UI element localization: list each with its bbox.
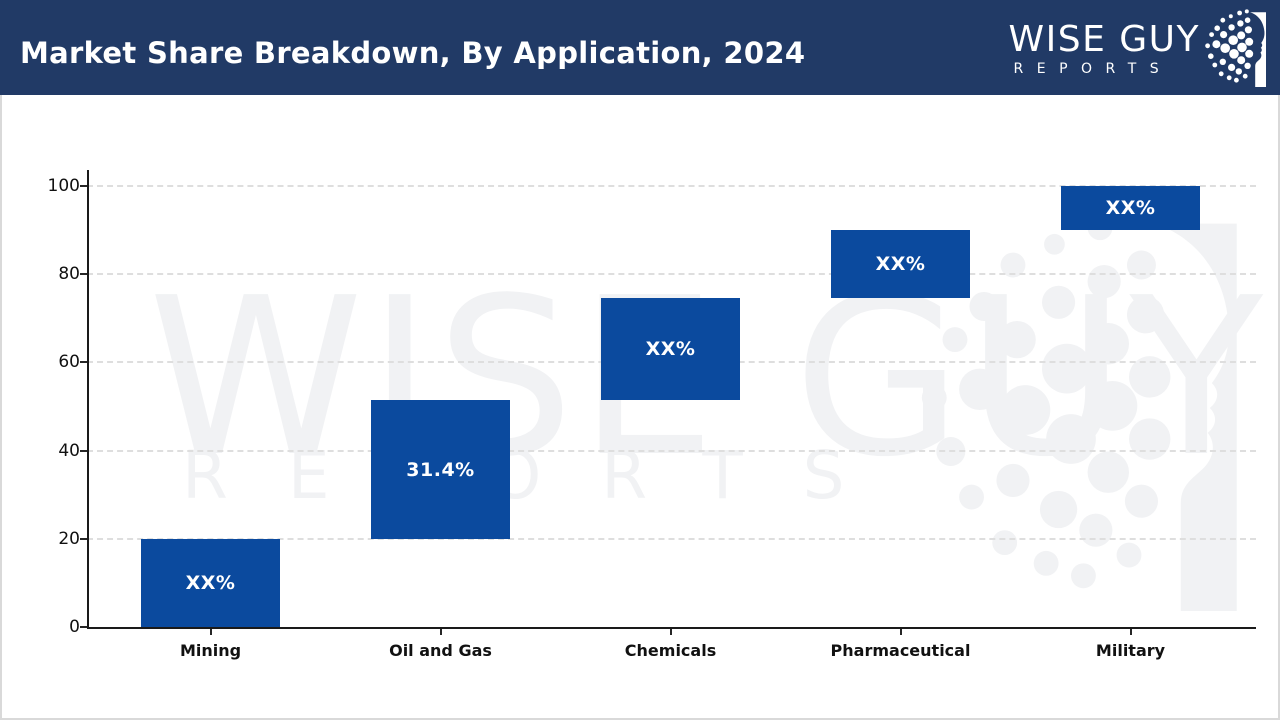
xtick-mark-chemicals xyxy=(669,629,672,635)
logo-face-icon xyxy=(1202,8,1266,88)
xtick-mark-oil-and-gas xyxy=(439,629,442,635)
bar-value-label-pharmaceutical: XX% xyxy=(875,253,926,276)
ytick-label-20: 20 xyxy=(58,528,80,549)
ytick-mark-0 xyxy=(80,626,87,628)
ytick-mark-60 xyxy=(80,361,87,364)
ytick-label-60: 60 xyxy=(58,352,80,373)
bar-military: XX% xyxy=(1061,186,1200,231)
ytick-mark-20 xyxy=(80,537,87,540)
gridline-100 xyxy=(87,185,1256,187)
xtick-mark-mining xyxy=(209,629,212,635)
bar-value-label-military: XX% xyxy=(1105,197,1156,220)
logo-secondary-text: REPORTS xyxy=(1013,60,1173,77)
xtick-mark-military xyxy=(1129,629,1132,635)
xtick-label-mining: Mining xyxy=(179,641,242,660)
xtick-label-pharmaceutical: Pharmaceutical xyxy=(830,641,971,660)
ytick-label-100: 100 xyxy=(47,176,80,196)
xtick-label-chemicals: Chemicals xyxy=(624,641,717,660)
ytick-label-40: 40 xyxy=(58,440,80,461)
gridline-20 xyxy=(87,537,1256,540)
logo-primary-text: WISE GUY xyxy=(1008,18,1200,60)
header: Market Share Breakdown, By Application, … xyxy=(0,0,1280,95)
ytick-mark-80 xyxy=(80,273,87,276)
ytick-mark-40 xyxy=(80,449,87,452)
ytick-label-80: 80 xyxy=(58,264,80,285)
chart-area: WISE GUY REPORTS 0 20 40 60 80 100 XX% Mining 31… xyxy=(0,95,1280,720)
logo-wordmark: WISE GUY REPORTS xyxy=(1008,18,1201,77)
bar-value-label-mining: XX% xyxy=(185,571,236,594)
ytick-mark-100 xyxy=(80,185,87,187)
bar-chemicals: XX% xyxy=(601,298,740,401)
bar-value-label-oil-and-gas: 31.4% xyxy=(406,458,475,481)
gridline-40 xyxy=(87,449,1256,452)
page-title: Market Share Breakdown, By Application, … xyxy=(20,36,806,70)
gridline-80 xyxy=(87,273,1256,276)
bar-pharmaceutical: XX% xyxy=(831,230,970,298)
bar-value-label-chemicals: XX% xyxy=(645,338,696,361)
waterfall-chart: 0 20 40 60 80 100 XX% Mining 31.4% Oil and Gas XX%… xyxy=(0,95,1280,720)
xtick-label-oil-and-gas: Oil and Gas xyxy=(389,641,492,660)
wiseguy-logo: WISE GUY REPORTS xyxy=(1008,6,1266,90)
y-axis-spine xyxy=(87,170,89,629)
xtick-mark-pharmaceutical xyxy=(899,629,902,635)
x-axis-spine xyxy=(87,627,1256,629)
bar-oil-and-gas: 31.4% xyxy=(371,400,510,539)
bar-mining: XX% xyxy=(141,538,280,627)
xtick-label-military: Military xyxy=(1095,641,1166,660)
ytick-label-0: 0 xyxy=(69,617,80,637)
